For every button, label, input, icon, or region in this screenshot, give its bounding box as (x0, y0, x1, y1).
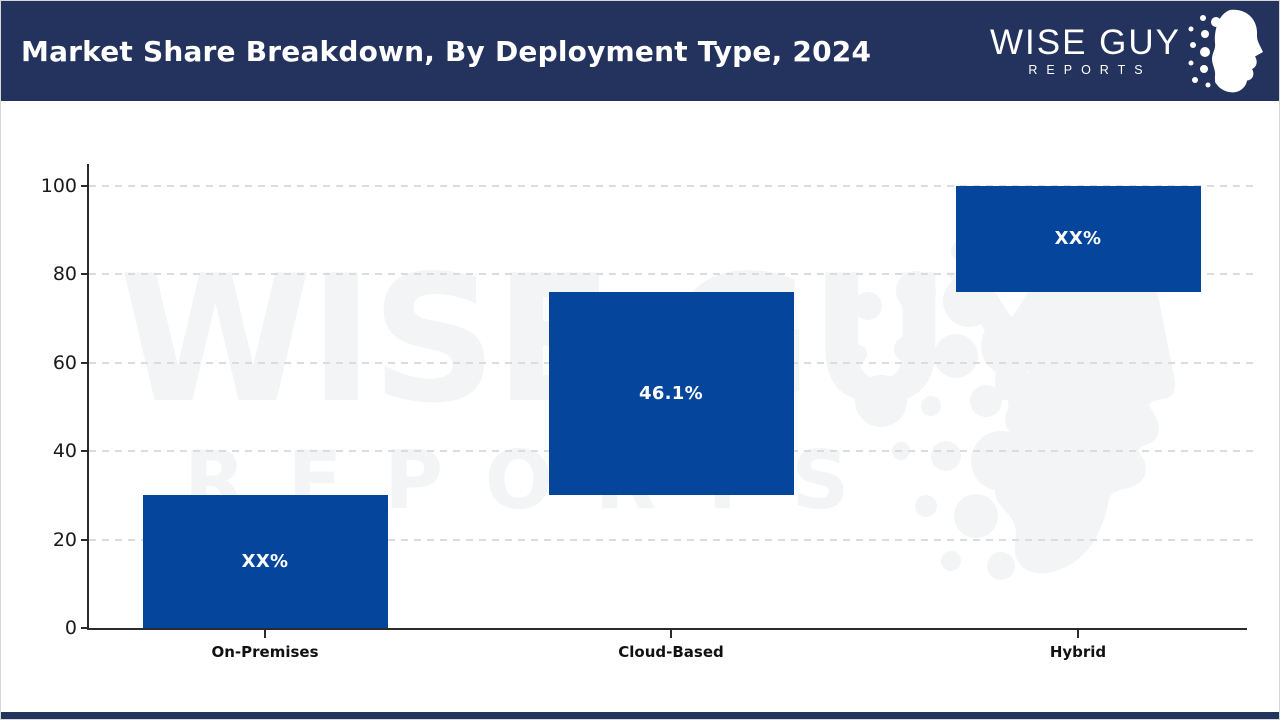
y-gridline (89, 273, 1253, 276)
y-tick-mark (81, 627, 89, 629)
plot-region: 0 20 40 60 80 100 XX% On-Premises 46.1% Cloud-Bas… (1, 101, 1279, 714)
x-tick-mark (670, 630, 672, 638)
brand-name: WISE GUY (989, 23, 1181, 62)
bar-value-label: XX% (1054, 228, 1102, 250)
brand-logo: WISE GUY REPORTS (990, 7, 1265, 95)
x-tick-mark (1077, 630, 1079, 638)
y-tick-mark (81, 361, 89, 364)
x-tick-label: Cloud-Based (618, 643, 724, 661)
bar-on-premises: XX% (142, 495, 388, 628)
page-title: Market Share Breakdown, By Deployment Ty… (21, 34, 872, 68)
y-gridline (89, 185, 1253, 187)
brand-logo-text: WISE GUY REPORTS (990, 25, 1181, 77)
y-tick-mark (81, 538, 89, 541)
header-band: Market Share Breakdown, By Deployment Ty… (1, 1, 1279, 101)
bar-value-label: XX% (241, 551, 289, 573)
y-axis-line (87, 164, 89, 630)
y-tick-label: 100 (40, 175, 77, 197)
x-tick-label: On-Premises (211, 643, 319, 661)
y-tick-label: 60 (52, 351, 77, 374)
chart-canvas: WISE GUY REPORTS 0 20 40 60 80 100 XX% On-Premi… (1, 101, 1279, 714)
y-tick-label: 20 (52, 528, 77, 551)
x-tick-label: Hybrid (1049, 643, 1107, 661)
x-axis-line (87, 628, 1247, 630)
y-tick-mark (81, 450, 89, 453)
y-tick-label: 40 (52, 440, 77, 463)
y-tick-label: 0 (64, 617, 77, 639)
y-gridline (89, 538, 1253, 541)
y-tick-mark (81, 273, 89, 276)
wiseguy-face-icon (1188, 9, 1263, 93)
bar-value-label: 46.1% (639, 383, 703, 404)
footer-band (1, 712, 1279, 719)
y-tick-mark (81, 185, 89, 187)
bar-cloud-based: 46.1% (548, 291, 794, 496)
bar-hybrid: XX% (955, 186, 1201, 292)
x-tick-mark (264, 630, 266, 638)
brand-subname: REPORTS (1028, 63, 1152, 77)
y-tick-label: 80 (52, 263, 77, 286)
